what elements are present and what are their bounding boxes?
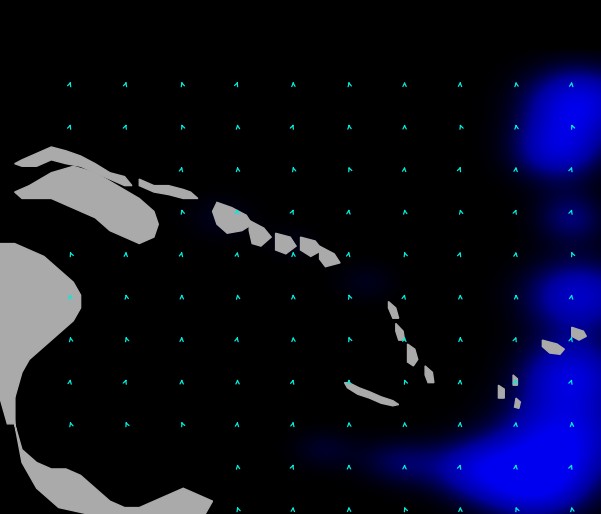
Polygon shape: [249, 221, 271, 246]
Polygon shape: [498, 385, 504, 398]
Polygon shape: [320, 246, 340, 267]
Polygon shape: [513, 375, 517, 385]
Text: Arrows show the wind wave direction: Arrows show the wind wave direction: [176, 33, 425, 46]
Polygon shape: [14, 147, 132, 186]
Polygon shape: [425, 366, 434, 382]
Polygon shape: [139, 179, 198, 198]
Polygon shape: [514, 398, 520, 409]
Polygon shape: [0, 244, 213, 514]
Polygon shape: [572, 327, 587, 340]
Polygon shape: [0, 244, 81, 424]
Text: Secondary Swell energy on Thursday 20 Mar at 8pm +11: Secondary Swell energy on Thursday 20 Ma…: [42, 6, 559, 24]
Polygon shape: [276, 233, 296, 254]
Polygon shape: [344, 382, 398, 406]
Polygon shape: [300, 237, 323, 256]
Polygon shape: [542, 340, 564, 354]
Polygon shape: [388, 302, 398, 318]
Polygon shape: [396, 323, 404, 340]
Polygon shape: [14, 167, 158, 244]
Polygon shape: [213, 203, 252, 233]
Polygon shape: [407, 344, 418, 366]
